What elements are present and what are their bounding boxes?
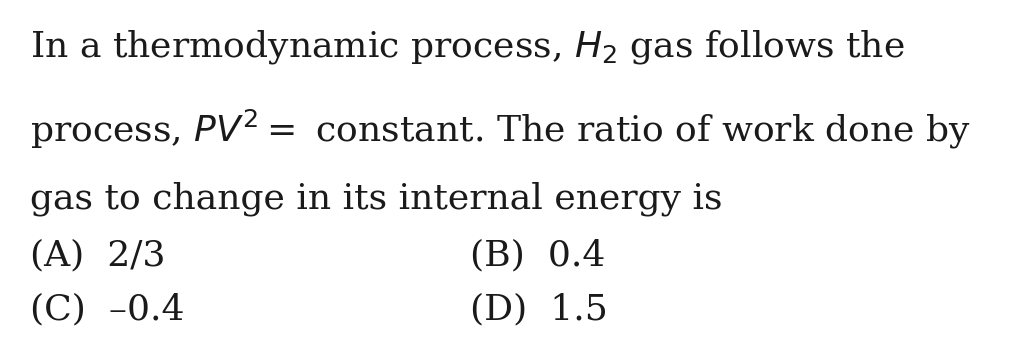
Text: process, $PV^2 =$ constant. The ratio of work done by: process, $PV^2 =$ constant. The ratio of… <box>30 108 971 151</box>
Text: (B)  0.4: (B) 0.4 <box>470 238 605 272</box>
Text: (D)  1.5: (D) 1.5 <box>470 292 608 326</box>
Text: gas to change in its internal energy is: gas to change in its internal energy is <box>30 182 723 217</box>
Text: (C)  –0.4: (C) –0.4 <box>30 292 184 326</box>
Text: (A)  2/3: (A) 2/3 <box>30 238 166 272</box>
Text: In a thermodynamic process, $H_2$ gas follows the: In a thermodynamic process, $H_2$ gas fo… <box>30 28 905 66</box>
